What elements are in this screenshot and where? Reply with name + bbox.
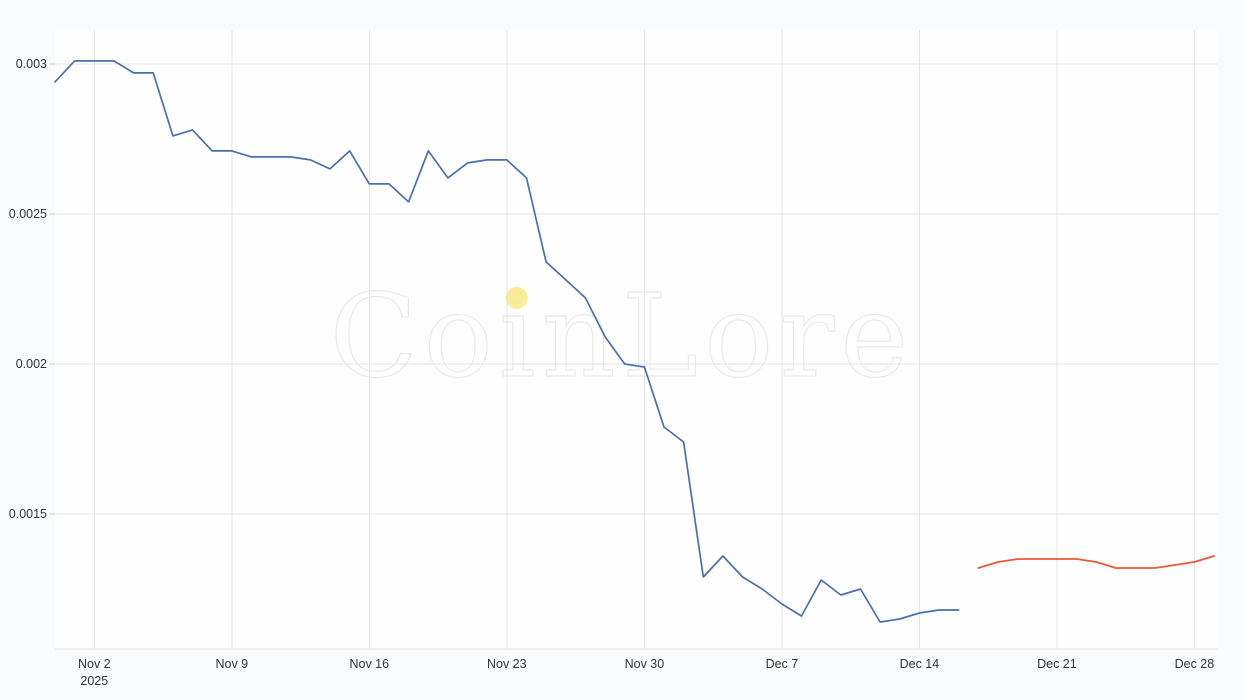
x-tick-label: Dec 28 — [1175, 657, 1215, 671]
y-tick-label: 0.003 — [16, 57, 47, 71]
x-tick-label: Nov 16 — [349, 657, 389, 671]
price-history-line[interactable] — [54, 60, 960, 623]
recent-price-line[interactable] — [977, 555, 1215, 569]
y-tick-label: 0.0015 — [9, 507, 47, 521]
x-tick-label: 2025 — [80, 674, 108, 688]
highlight-dot — [505, 286, 528, 309]
x-tick-label: Dec 7 — [766, 657, 799, 671]
plot-area — [55, 30, 1218, 649]
x-tick-label: Dec 21 — [1037, 657, 1077, 671]
y-tick-label: 0.0025 — [9, 207, 47, 221]
x-tick-label: Dec 14 — [900, 657, 940, 671]
x-tick-label: Nov 23 — [487, 657, 527, 671]
x-tick-label: Nov 2 — [78, 657, 111, 671]
y-tick-label: 0.002 — [16, 357, 47, 371]
coinlore-watermark: CoinLore — [330, 270, 915, 404]
x-tick-label: Nov 30 — [625, 657, 665, 671]
x-tick-label: Nov 9 — [215, 657, 248, 671]
